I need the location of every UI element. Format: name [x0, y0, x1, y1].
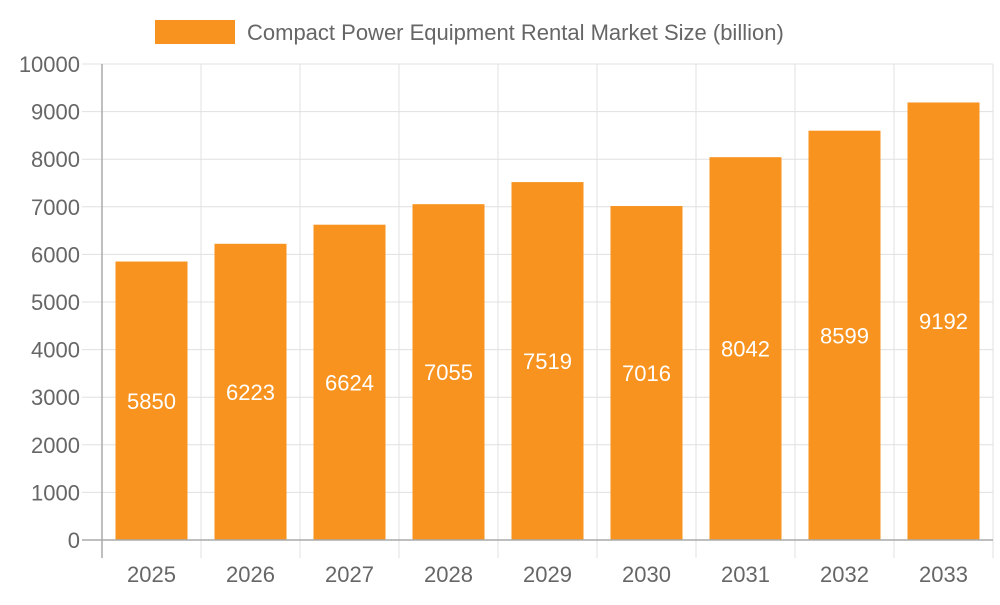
x-tick-label: 2028 — [424, 562, 473, 587]
data-label: 8599 — [820, 323, 869, 348]
legend[interactable]: Compact Power Equipment Rental Market Si… — [155, 20, 784, 45]
bar — [610, 206, 683, 541]
y-tick-label: 5000 — [31, 290, 80, 315]
bars: 5850 6223 6624 7055 7519 7016 8042 8599 9192 — [115, 102, 980, 541]
x-tick-label: 2033 — [919, 562, 968, 587]
y-tick-label: 2000 — [31, 433, 80, 458]
data-label: 6223 — [226, 380, 275, 405]
bar — [412, 204, 485, 540]
y-tick-label: 3000 — [31, 385, 80, 410]
x-tick-label: 2027 — [325, 562, 374, 587]
legend-swatch — [155, 20, 235, 44]
x-tick-label: 2031 — [721, 562, 770, 587]
data-label: 7016 — [622, 361, 671, 386]
data-label: 6624 — [325, 370, 374, 395]
data-label: 5850 — [127, 389, 176, 414]
y-tick-label: 6000 — [31, 242, 80, 267]
data-label: 9192 — [919, 309, 968, 334]
bar — [907, 102, 980, 540]
bar — [313, 224, 386, 540]
data-label: 8042 — [721, 337, 770, 362]
bar — [214, 243, 287, 540]
bar — [709, 157, 782, 540]
axes: 0 1000 2000 3000 4000 5000 6000 7000 8000 9000 100… — [19, 52, 993, 587]
y-tick-label: 10000 — [19, 52, 80, 77]
data-label: 7055 — [424, 360, 473, 385]
bar — [511, 182, 584, 541]
y-tick-label: 7000 — [31, 195, 80, 220]
x-tick-label: 2026 — [226, 562, 275, 587]
data-label: 7519 — [523, 349, 572, 374]
y-tick-label: 0 — [68, 528, 80, 553]
y-tick-label: 8000 — [31, 147, 80, 172]
legend-label: Compact Power Equipment Rental Market Si… — [247, 20, 784, 45]
x-tick-label: 2030 — [622, 562, 671, 587]
x-tick-label: 2032 — [820, 562, 869, 587]
y-tick-label: 9000 — [31, 100, 80, 125]
bar — [115, 261, 188, 540]
y-tick-label: 1000 — [31, 480, 80, 505]
x-tick-label: 2025 — [127, 562, 176, 587]
bar — [808, 130, 881, 540]
y-tick-label: 4000 — [31, 338, 80, 363]
x-tick-label: 2029 — [523, 562, 572, 587]
